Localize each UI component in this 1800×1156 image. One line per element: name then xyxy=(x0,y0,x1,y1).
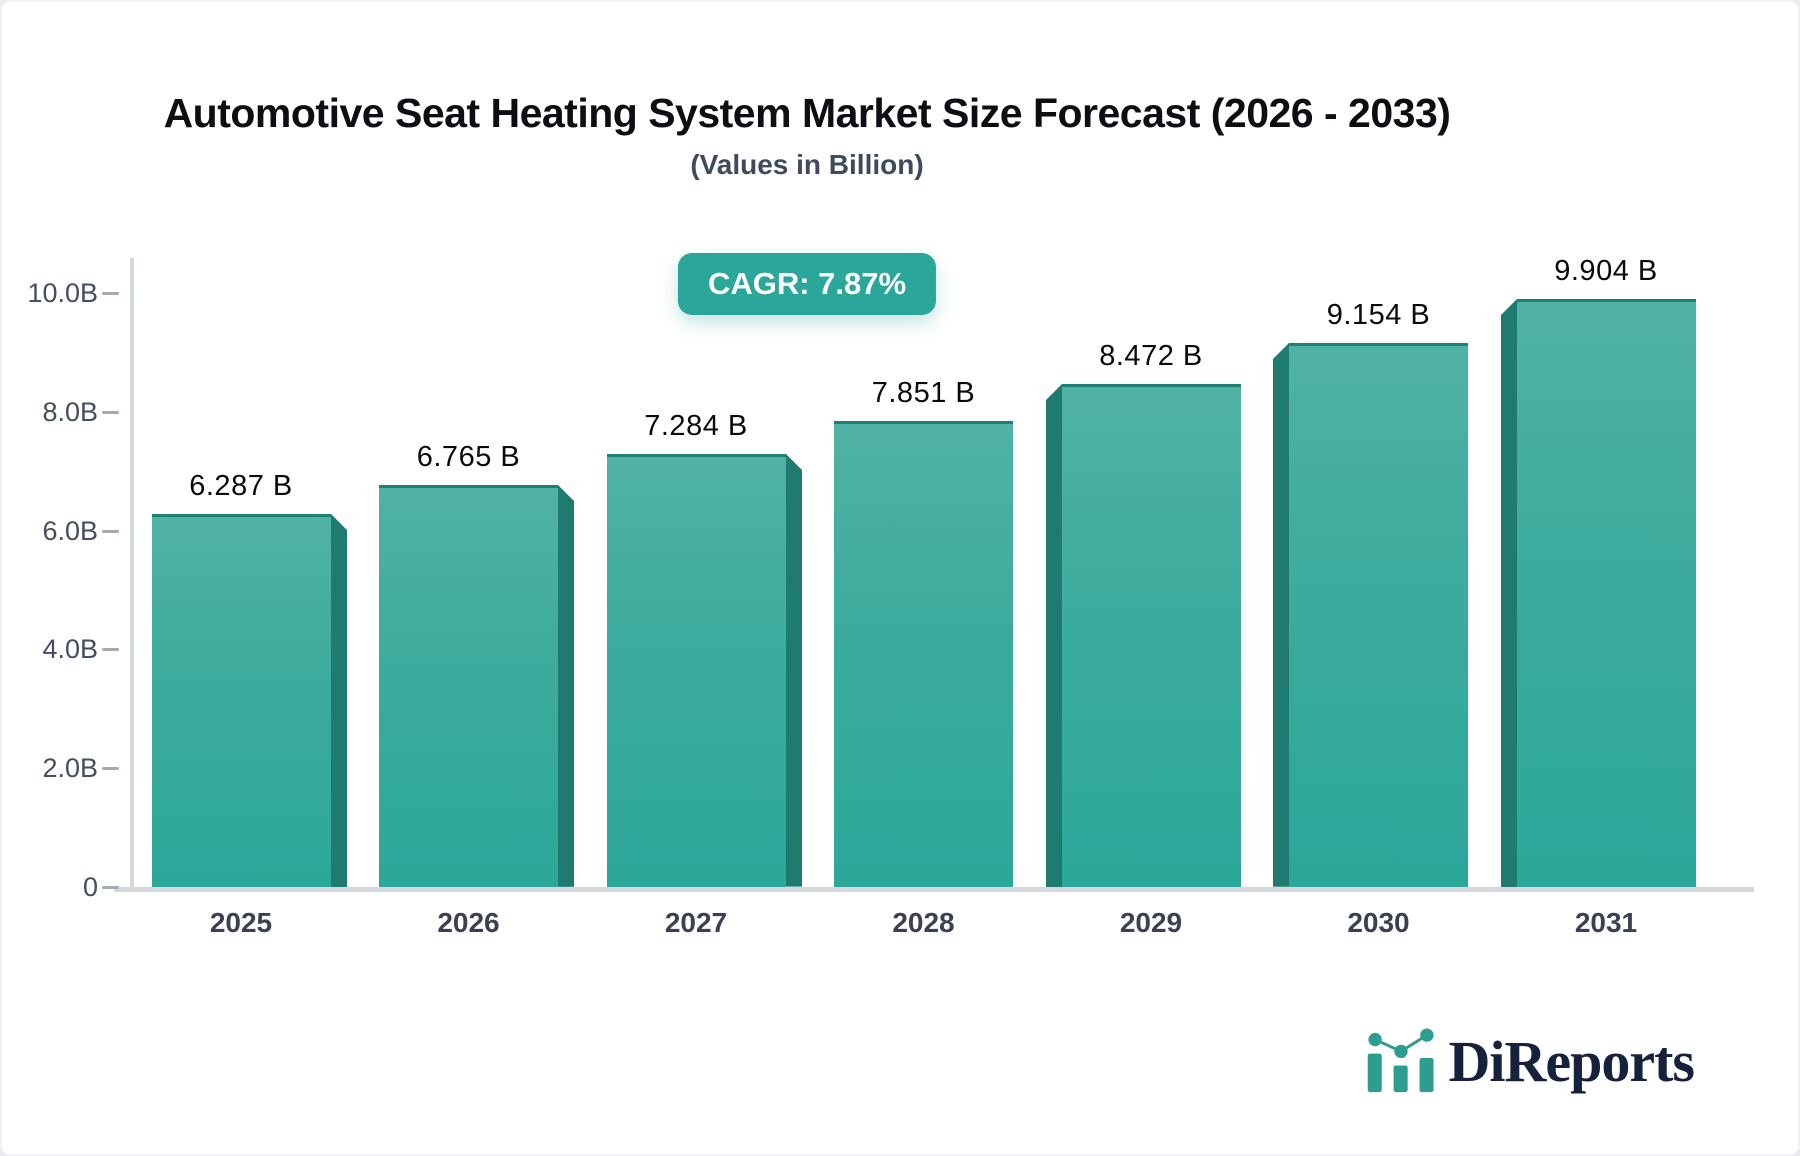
bar-2030[interactable] xyxy=(1289,343,1468,887)
chart-title: Automotive Seat Heating System Market Si… xyxy=(163,90,1451,136)
y-tick-label: 8.0B xyxy=(42,396,98,427)
y-tick-mark xyxy=(102,648,119,652)
bar-2031[interactable] xyxy=(1516,298,1696,887)
chart-header: Automotive Seat Heating System Market Si… xyxy=(2,90,1612,181)
x-axis-label: 2030 xyxy=(1347,907,1410,938)
y-tick-mark xyxy=(102,529,119,533)
x-axis-label: 2026 xyxy=(437,907,500,938)
bar-value-label: 9.904 B xyxy=(1554,254,1658,287)
bar-3d-side xyxy=(1500,298,1517,887)
y-tick-mark xyxy=(102,410,119,414)
bar-2027[interactable] xyxy=(606,454,786,887)
bar-value-label: 7.851 B xyxy=(871,376,976,409)
bar-3d-side xyxy=(330,513,347,887)
y-tick-label: 6.0B xyxy=(42,515,98,546)
bar-3d-side xyxy=(558,485,574,887)
x-axis-label: 2029 xyxy=(1119,907,1183,938)
y-tick-mark xyxy=(102,292,119,295)
direports-logo-text: DiReports xyxy=(1448,1028,1695,1094)
y-tick-mark xyxy=(102,767,119,771)
x-axis-label: 2028 xyxy=(892,907,955,938)
x-axis-label: 2025 xyxy=(209,907,273,938)
bar-3d-side xyxy=(1273,343,1289,887)
y-axis-line xyxy=(130,258,134,891)
bar-2029[interactable] xyxy=(1061,383,1241,887)
chart-subtitle: (Values in Billion) xyxy=(690,149,924,181)
bar-2025[interactable] xyxy=(151,513,331,887)
bar-value-label: 9.154 B xyxy=(1326,299,1431,332)
y-tick-label: 2.0B xyxy=(42,753,98,784)
bar-value-label: 8.472 B xyxy=(1099,339,1203,372)
direports-logo-icon xyxy=(1368,1028,1435,1093)
bar-value-label: 7.284 B xyxy=(644,410,748,443)
direports-logo: DiReports xyxy=(1364,1024,1695,1098)
bar-2028[interactable] xyxy=(834,420,1013,887)
y-tick-label: 4.0B xyxy=(42,634,98,665)
bar-value-label: 6.765 B xyxy=(416,441,521,474)
x-axis-label: 2031 xyxy=(1574,907,1638,938)
x-axis-line xyxy=(114,887,1754,892)
cagr-badge: CAGR: 7.87% xyxy=(677,253,937,315)
y-tick-label: 10.0B xyxy=(27,278,98,308)
y-tick-label: 0 xyxy=(82,872,98,902)
y-tick-mark xyxy=(102,886,119,889)
bar-3d-side xyxy=(785,454,802,887)
bar-2026[interactable] xyxy=(379,485,558,887)
x-axis-label: 2027 xyxy=(664,907,728,938)
bar-3d-side xyxy=(1045,383,1062,887)
bar-value-label: 6.287 B xyxy=(189,469,293,502)
